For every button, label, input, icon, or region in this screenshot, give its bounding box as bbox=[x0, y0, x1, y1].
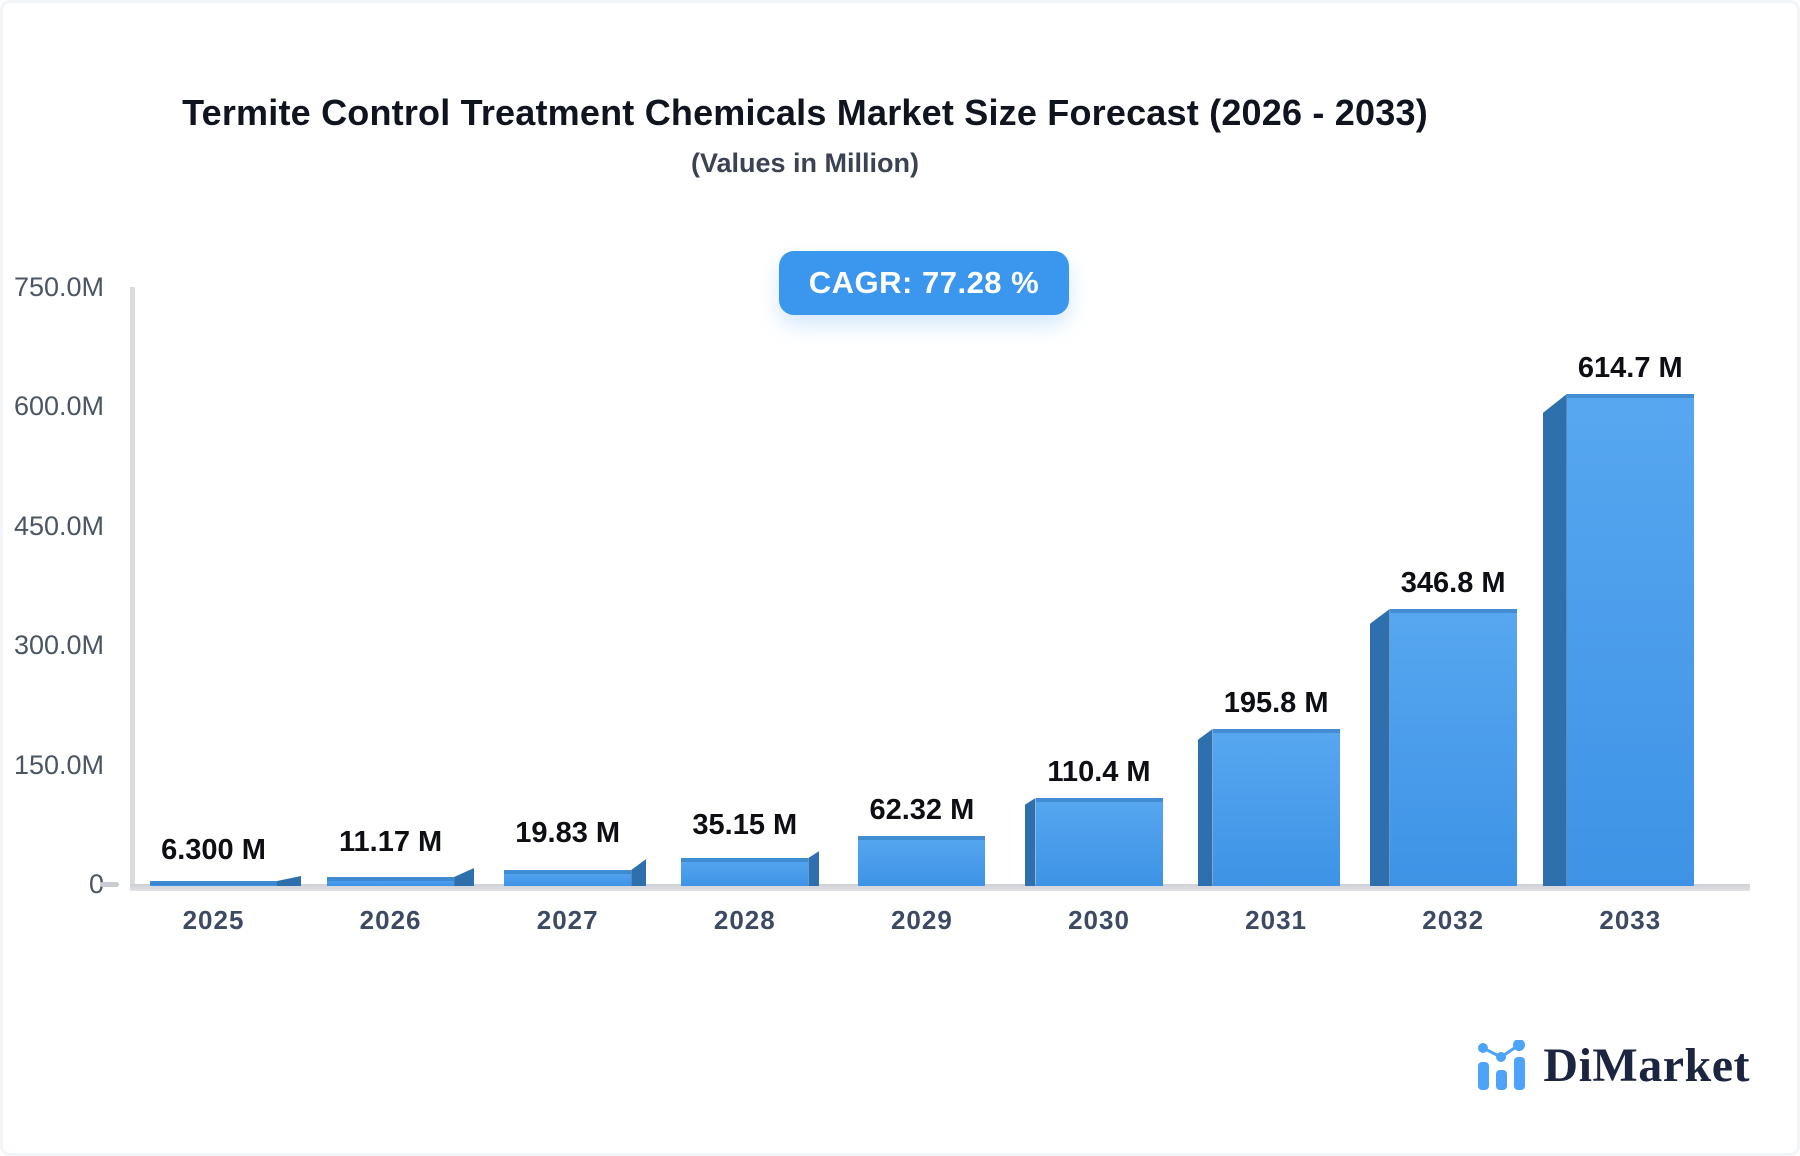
cagr-badge: CAGR: 77.28 % bbox=[779, 251, 1069, 315]
y-axis-tick-label: 600.0M bbox=[13, 391, 104, 422]
bar-2032 bbox=[1389, 609, 1517, 886]
y-axis-tick-label: 0 bbox=[88, 869, 104, 899]
bar-value-label: 6.300 M bbox=[161, 834, 266, 866]
y-axis-tick-label: 750.0M bbox=[13, 272, 104, 302]
bar-3d-side bbox=[1542, 394, 1567, 886]
dimarket-logo-text: DiMarket bbox=[1543, 1039, 1750, 1092]
x-axis-label-2027: 2027 bbox=[536, 905, 599, 935]
bar-value-label: 110.4 M bbox=[1047, 756, 1151, 788]
x-axis-label-2028: 2028 bbox=[713, 905, 776, 935]
bar-value-label: 195.8 M bbox=[1223, 687, 1329, 719]
x-axis-label-2025: 2025 bbox=[182, 905, 245, 935]
y-axis-tick-label: 150.0M bbox=[13, 749, 104, 780]
zero-tick-mark bbox=[100, 882, 119, 887]
x-axis-baseline bbox=[130, 884, 1750, 891]
bar-3d-side bbox=[808, 851, 820, 886]
x-axis-label-2031: 2031 bbox=[1245, 905, 1308, 935]
bar-value-label: 19.83 M bbox=[515, 817, 621, 849]
bar-3d-side bbox=[1369, 609, 1390, 886]
bar-3d-side bbox=[277, 876, 301, 886]
bar-2029 bbox=[858, 836, 986, 886]
y-axis-tick-label: 300.0M bbox=[13, 630, 104, 661]
bar-value-label: 614.7 M bbox=[1577, 352, 1683, 384]
bar-3d-side bbox=[631, 859, 647, 886]
bar-2033 bbox=[1566, 394, 1694, 886]
bar-2028 bbox=[681, 858, 809, 886]
dimarket-logo: DiMarket bbox=[1475, 1038, 1750, 1093]
x-axis-label-2030: 2030 bbox=[1068, 905, 1130, 935]
bar-value-label: 11.17 M bbox=[339, 826, 443, 858]
bar-3d-side bbox=[1024, 798, 1036, 886]
cagr-badge-text: CAGR: 77.28 % bbox=[808, 265, 1040, 300]
y-axis-tick-label: 450.0M bbox=[13, 510, 104, 541]
x-axis-label-2032: 2032 bbox=[1422, 905, 1485, 935]
bar-value-label: 62.32 M bbox=[869, 794, 975, 826]
bar-2030 bbox=[1035, 798, 1163, 886]
x-axis-label-2026: 2026 bbox=[359, 905, 422, 935]
chart-subtitle: (Values in Million) bbox=[690, 148, 920, 178]
bar-2026 bbox=[327, 877, 455, 886]
bar-value-label: 346.8 M bbox=[1400, 567, 1506, 599]
chart-title: Termite Control Treatment Chemicals Mark… bbox=[182, 92, 1428, 133]
y-axis-line bbox=[130, 287, 135, 891]
x-axis-label-2033: 2033 bbox=[1599, 905, 1662, 935]
x-axis-label-2029: 2029 bbox=[890, 905, 953, 935]
bar-2031 bbox=[1212, 729, 1340, 886]
bar-value-label: 35.15 M bbox=[692, 809, 798, 841]
bar-3d-side bbox=[1197, 729, 1213, 886]
bar-2027 bbox=[504, 870, 632, 886]
bar-3d-side bbox=[454, 868, 475, 886]
dimarket-bar-chart-icon bbox=[1478, 1039, 1526, 1090]
bar-2025 bbox=[150, 881, 277, 886]
